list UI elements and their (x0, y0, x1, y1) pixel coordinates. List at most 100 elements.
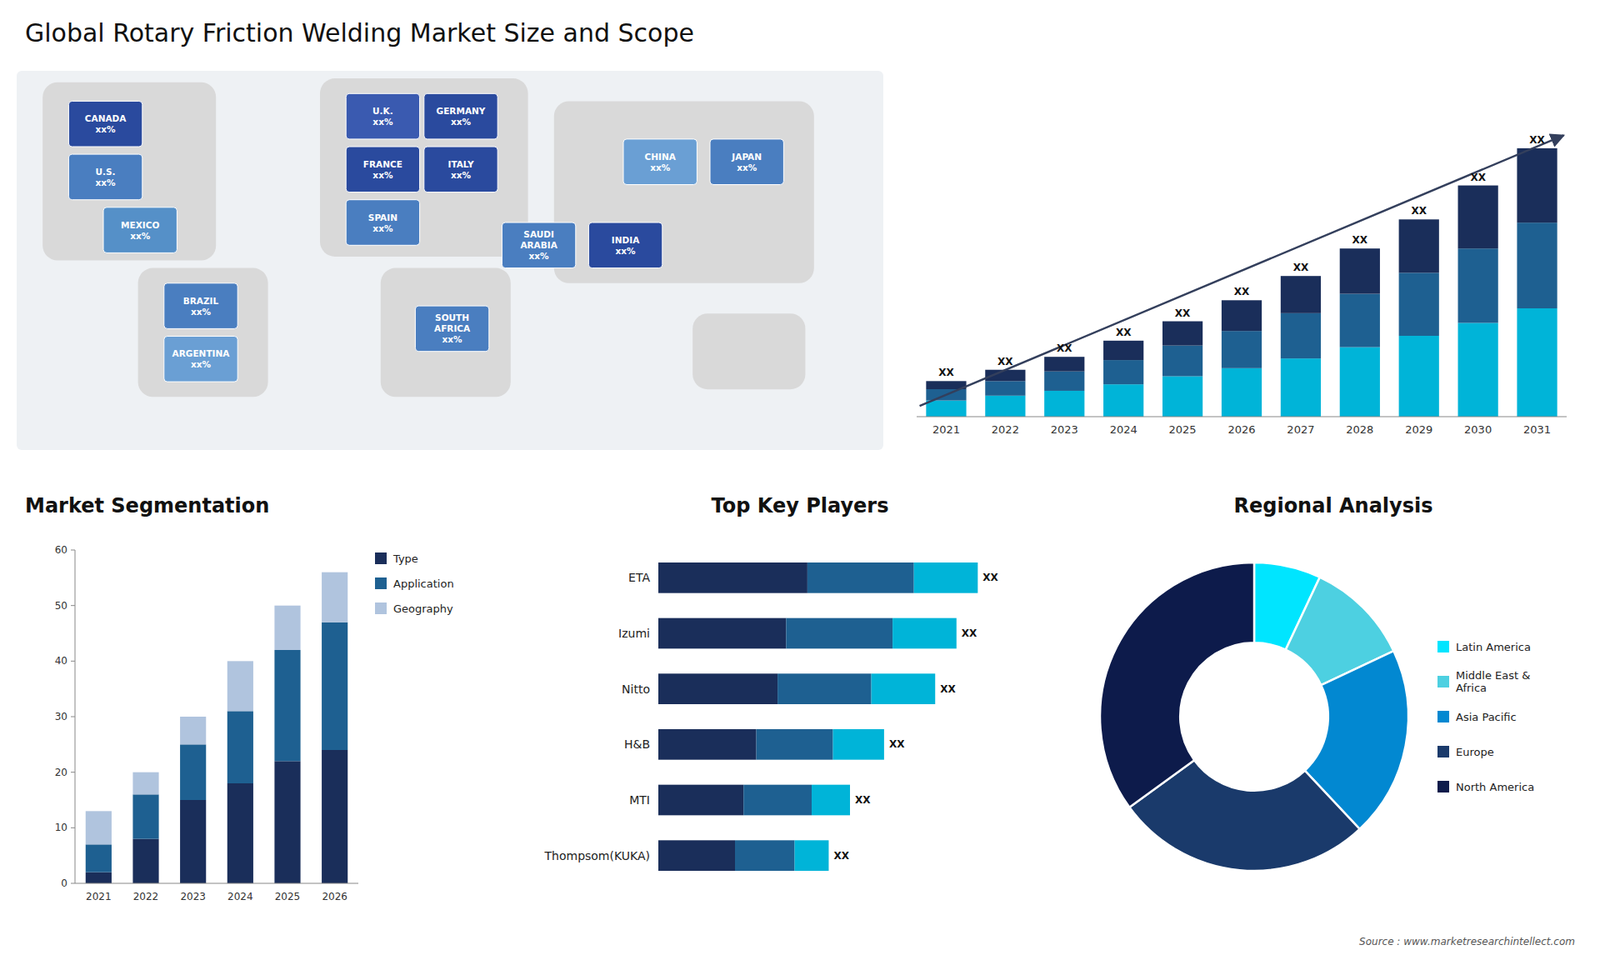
text-line: Asia Pacific (1455, 710, 1517, 724)
y-tick-label: Nitto (621, 682, 650, 696)
country-tile (710, 139, 784, 185)
text-line: FRANCE (363, 159, 403, 170)
bar-segment (1516, 222, 1557, 309)
text-line: U.K. (372, 105, 394, 116)
legend-label: Asia Pacific (1455, 710, 1517, 724)
y-tick-label: 40 (55, 655, 68, 667)
y-tick (70, 716, 75, 718)
total-label: XX (855, 794, 871, 806)
x-tick-label: 2022 (991, 423, 1020, 436)
total-label: XX (1234, 285, 1250, 298)
bar-segment (1162, 375, 1203, 417)
bar-segment (1162, 321, 1203, 346)
text-line: xx% (736, 162, 758, 173)
bar-segment (85, 810, 112, 845)
bar-segment (1458, 185, 1499, 250)
total-label: XX (997, 355, 1014, 368)
bar-segment (777, 673, 871, 705)
y-tick-label: Thompsom(KUKA) (544, 849, 651, 863)
total-label: XX (1410, 205, 1427, 217)
text-line: JAPAN (730, 151, 762, 162)
bar-segment (1103, 384, 1144, 417)
bar-segment (180, 716, 206, 745)
segmentation-chart: Market Segmentation010203040506020212022… (25, 494, 455, 903)
country-label: SAUDIARABIAxx% (520, 229, 558, 261)
text-line: Africa (1455, 681, 1487, 695)
bar-segment (658, 840, 735, 871)
bar-segment (321, 750, 348, 884)
country-tile (164, 336, 238, 383)
x-tick-label: 2023 (180, 890, 206, 903)
country-tile (415, 305, 489, 352)
bar-segment (985, 380, 1025, 395)
bar-segment (1044, 371, 1085, 391)
page-title: Global Rotary Friction Welding Market Si… (25, 18, 695, 48)
legend: TypeApplicationGeography (375, 552, 455, 615)
bar-segment (1280, 313, 1321, 359)
axes: 0102030405060202120222023202420252026 (55, 544, 359, 903)
y-tick-label: H&B (624, 737, 650, 751)
x-axis-line (75, 883, 359, 885)
text-line: xx% (190, 306, 212, 317)
legend-label: Latin America (1455, 640, 1531, 654)
total-label: XX (1470, 171, 1486, 184)
top-bar-chart: XX2021XX2022XX2023XX2024XX2025XX2026XX20… (916, 134, 1567, 436)
total-label: XX (1056, 342, 1073, 355)
text-line: BRAZIL (183, 295, 220, 306)
legend-label: Geography (393, 602, 454, 615)
text-line: MEXICO (120, 220, 160, 230)
bar-segment (1516, 148, 1557, 223)
text-line: xx% (372, 116, 394, 127)
x-tick-label: 2021 (932, 423, 960, 436)
text-line: SOUTH (435, 312, 470, 323)
x-tick-label: 2027 (1286, 423, 1315, 436)
text-line: xx% (442, 334, 464, 345)
y-tick (70, 605, 75, 606)
bar-segment (180, 800, 206, 884)
y-tick-label: 60 (55, 544, 68, 556)
bar-segment (274, 605, 300, 650)
bar-segment (658, 673, 778, 705)
legend-swatch (1437, 780, 1450, 793)
country-label: ARGENTINAxx% (172, 348, 231, 370)
y-tick-label: Izumi (618, 626, 650, 640)
country-label: CHINAxx% (645, 151, 677, 173)
country-tile (623, 139, 697, 185)
y-tick (70, 771, 75, 773)
total-label: XX (1293, 261, 1310, 274)
text-line: xx% (95, 124, 117, 135)
bar-segment (658, 618, 786, 650)
bar-segment (1516, 308, 1557, 417)
source-note: Source : www.marketresearchintellect.com (1359, 935, 1575, 948)
legend-swatch (1437, 675, 1450, 688)
x-tick-label: 2023 (1050, 423, 1079, 436)
x-tick-label: 2021 (85, 890, 112, 903)
x-tick-label: 2024 (1110, 423, 1138, 436)
bar-segment (1162, 345, 1203, 377)
labels: XX2021XX2022XX2023XX2024XX2025XX2026XX20… (932, 134, 1551, 436)
bar-segment (756, 729, 834, 760)
text-line: xx% (529, 250, 550, 261)
total-label: XX (938, 366, 955, 379)
total-label: XX (1115, 326, 1132, 339)
bars (658, 562, 978, 871)
country-label: MEXICOxx% (120, 220, 160, 241)
bar-segment (1221, 368, 1262, 417)
legend-swatch (1437, 640, 1450, 653)
text-line: AFRICA (434, 323, 471, 334)
bar-segment (132, 839, 159, 884)
bar-segment (833, 729, 885, 760)
country-tile (345, 146, 420, 193)
total-label: XX (940, 683, 956, 695)
bar-segment (274, 760, 300, 884)
total-label: XX (1529, 134, 1545, 146)
bar-segment (1280, 275, 1321, 314)
text-line: ITALY (447, 159, 474, 170)
country-label: U.K.xx% (372, 105, 394, 127)
legend-swatch (1437, 710, 1450, 723)
bar-segment (1399, 219, 1440, 273)
x-tick-label: 2029 (1405, 423, 1433, 436)
x-tick-label: 2030 (1464, 423, 1492, 436)
country-label: JAPANxx% (730, 151, 762, 173)
bar-segment (227, 710, 254, 784)
